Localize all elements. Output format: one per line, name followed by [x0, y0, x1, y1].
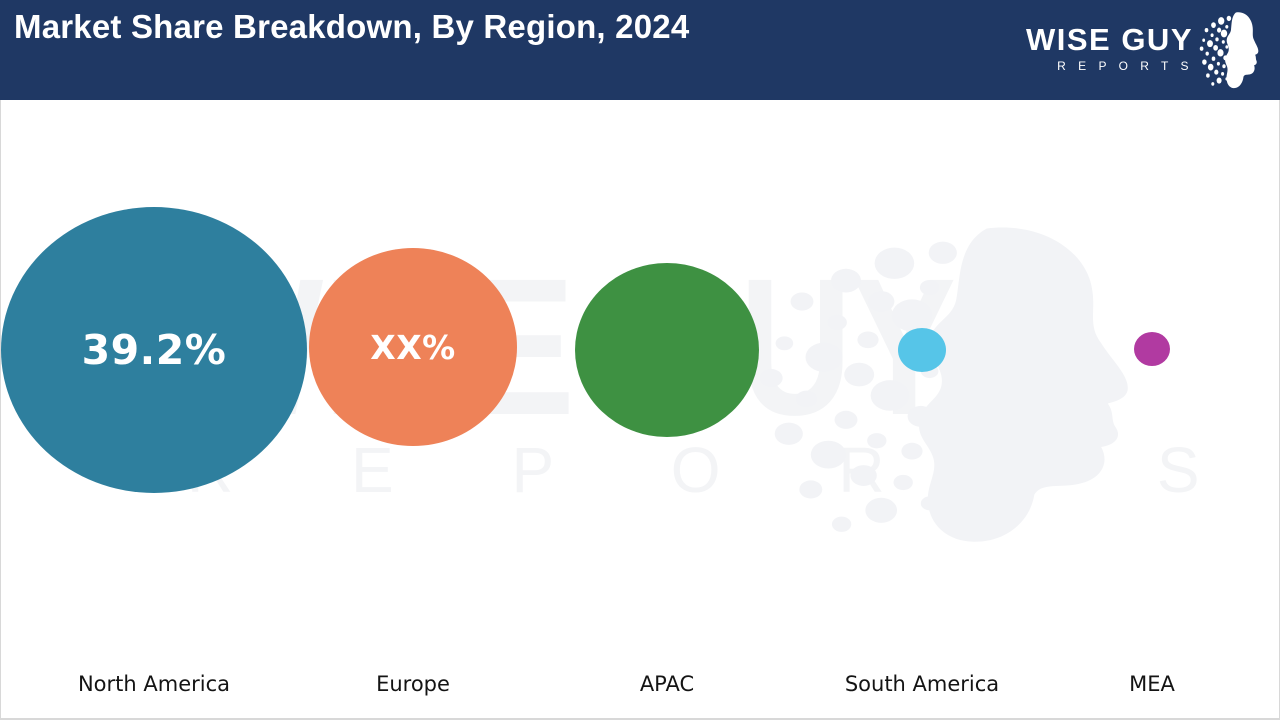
logo-text: WISE GUY R E P O R T S: [1026, 24, 1193, 73]
category-label-north-america: North America: [77, 672, 231, 696]
category-label-apac: APAC: [639, 672, 695, 696]
bubble-apac: [575, 263, 759, 437]
logo-name: WISE GUY: [1025, 22, 1193, 57]
logo-subtitle: R E P O R T S: [1057, 59, 1193, 73]
page-title: Market Share Breakdown, By Region, 2024: [14, 8, 690, 45]
category-label-europe: Europe: [376, 672, 450, 696]
category-label-south-america: South America: [844, 672, 1000, 696]
bubble-value-north-america: 39.2%: [81, 326, 227, 374]
bubble-north-america: 39.2%: [1, 207, 307, 493]
header-bar: Market Share Breakdown, By Region, 2024 …: [0, 0, 1280, 100]
category-label-mea: MEA: [1129, 672, 1175, 696]
face-profile-dots-icon: [1196, 10, 1266, 94]
bubble-europe: XX%: [309, 248, 517, 446]
category-labels: North America Europe APAC South America MEA: [1, 100, 1279, 718]
wise-guy-logo: WISE GUY R E P O R T S: [1026, 4, 1266, 94]
chart-area: WISE GUY R E P O R T S 39.2% XX% North Am…: [0, 100, 1280, 720]
bubble-mea: [1134, 332, 1170, 366]
bubble-value-europe: XX%: [370, 327, 456, 367]
